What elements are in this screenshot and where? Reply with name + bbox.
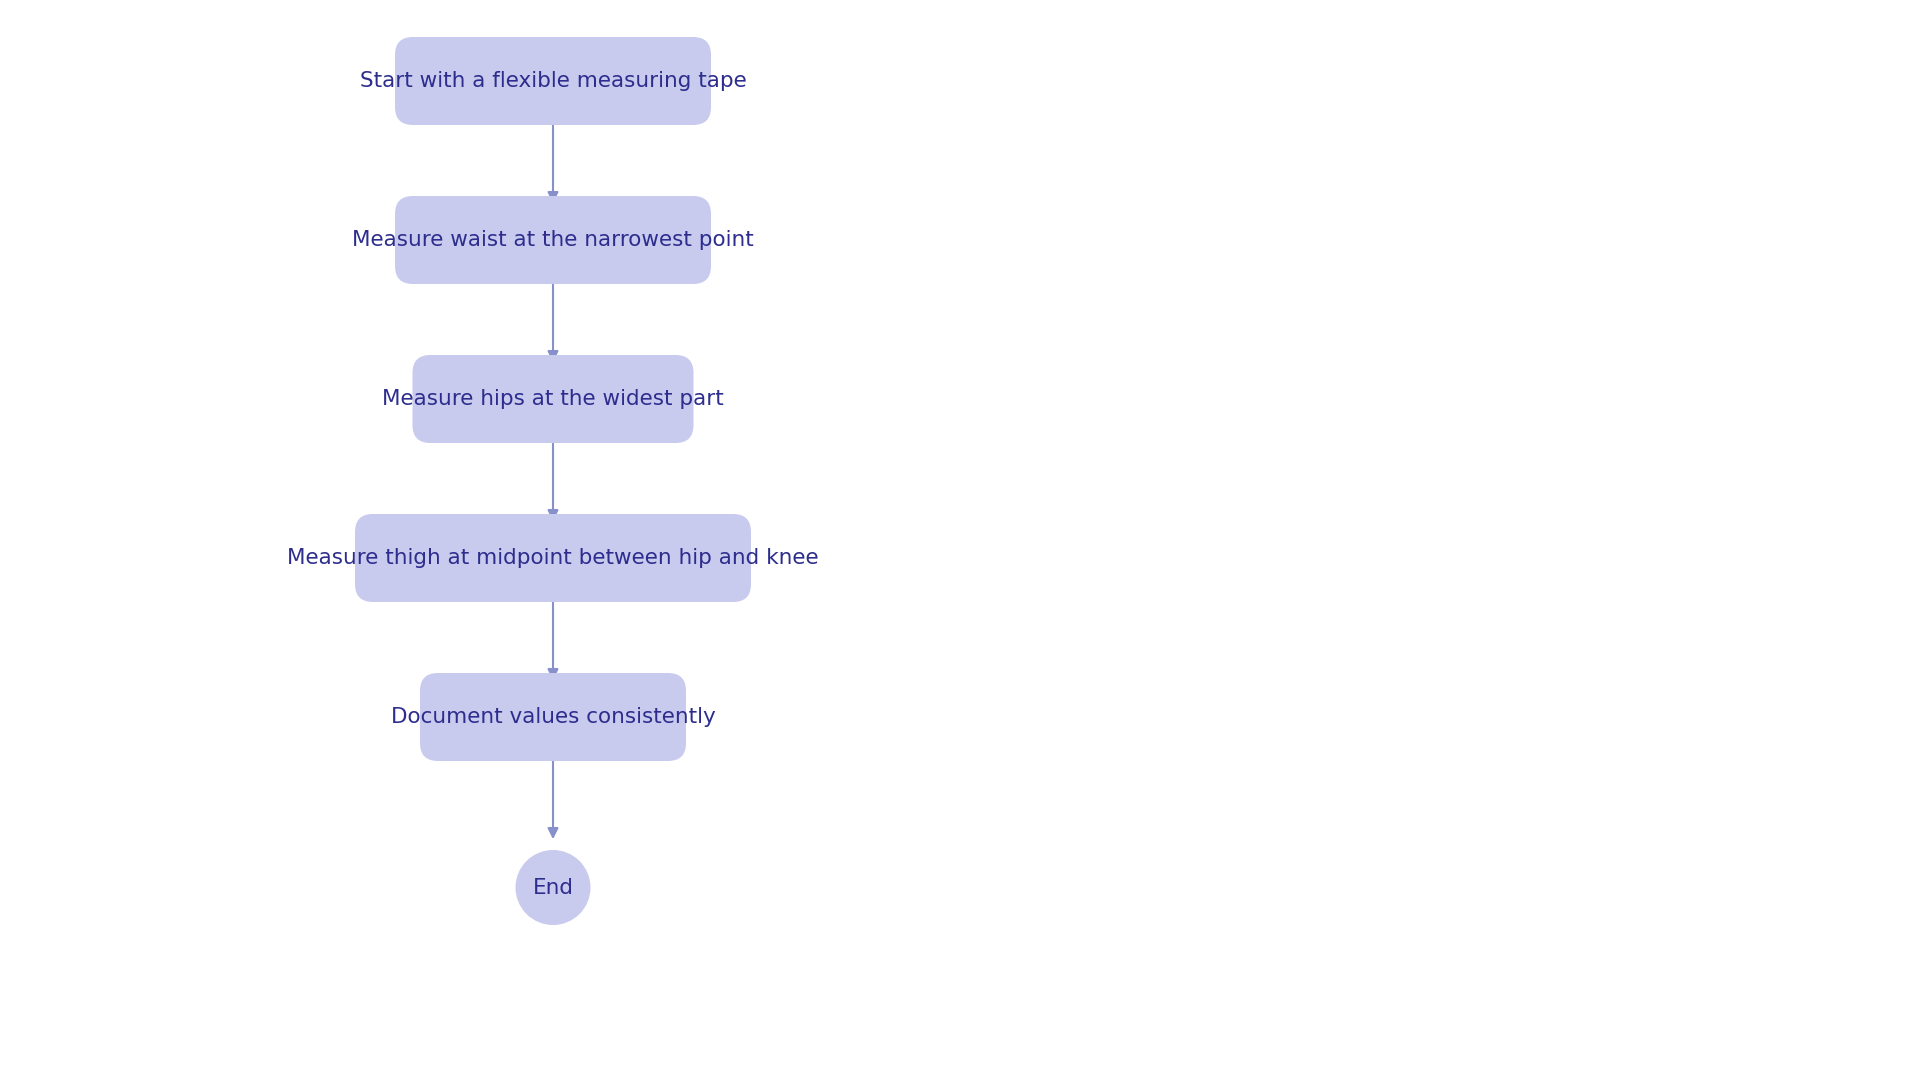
- Text: Measure hips at the widest part: Measure hips at the widest part: [382, 389, 724, 409]
- Text: Document values consistently: Document values consistently: [390, 707, 716, 727]
- Text: Start with a flexible measuring tape: Start with a flexible measuring tape: [359, 71, 747, 91]
- Text: End: End: [532, 877, 574, 898]
- FancyBboxPatch shape: [413, 355, 693, 443]
- FancyBboxPatch shape: [420, 673, 685, 761]
- Text: Measure thigh at midpoint between hip and knee: Measure thigh at midpoint between hip an…: [288, 548, 818, 567]
- Ellipse shape: [515, 850, 591, 925]
- FancyBboxPatch shape: [396, 37, 710, 125]
- FancyBboxPatch shape: [355, 514, 751, 602]
- FancyBboxPatch shape: [396, 196, 710, 284]
- Text: Measure waist at the narrowest point: Measure waist at the narrowest point: [351, 230, 755, 250]
